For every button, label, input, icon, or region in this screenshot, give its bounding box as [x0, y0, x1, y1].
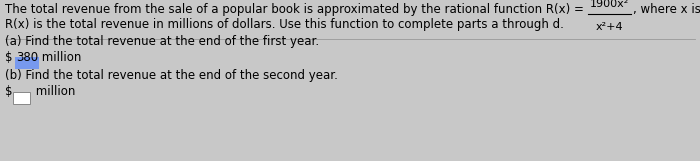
Text: , where x is the number of years since publication and: , where x is the number of years since p…	[633, 3, 700, 16]
Text: $: $	[5, 85, 13, 98]
Text: $: $	[5, 51, 16, 64]
Text: 1900x²: 1900x²	[589, 0, 629, 9]
Text: The total revenue from the sale of a popular book is approximated by the rationa: The total revenue from the sale of a pop…	[5, 3, 587, 16]
Text: 380: 380	[16, 51, 38, 64]
Text: R(x) is the total revenue in millions of dollars. Use this function to complete : R(x) is the total revenue in millions of…	[5, 18, 564, 31]
FancyBboxPatch shape	[15, 57, 39, 69]
Text: million: million	[38, 51, 82, 64]
Text: x²+4: x²+4	[596, 22, 623, 32]
FancyBboxPatch shape	[13, 91, 30, 104]
Text: million: million	[32, 85, 75, 98]
Text: (b) Find the total revenue at the end of the second year.: (b) Find the total revenue at the end of…	[5, 69, 338, 82]
Text: (a) Find the total revenue at the end of the first year.: (a) Find the total revenue at the end of…	[5, 35, 319, 48]
